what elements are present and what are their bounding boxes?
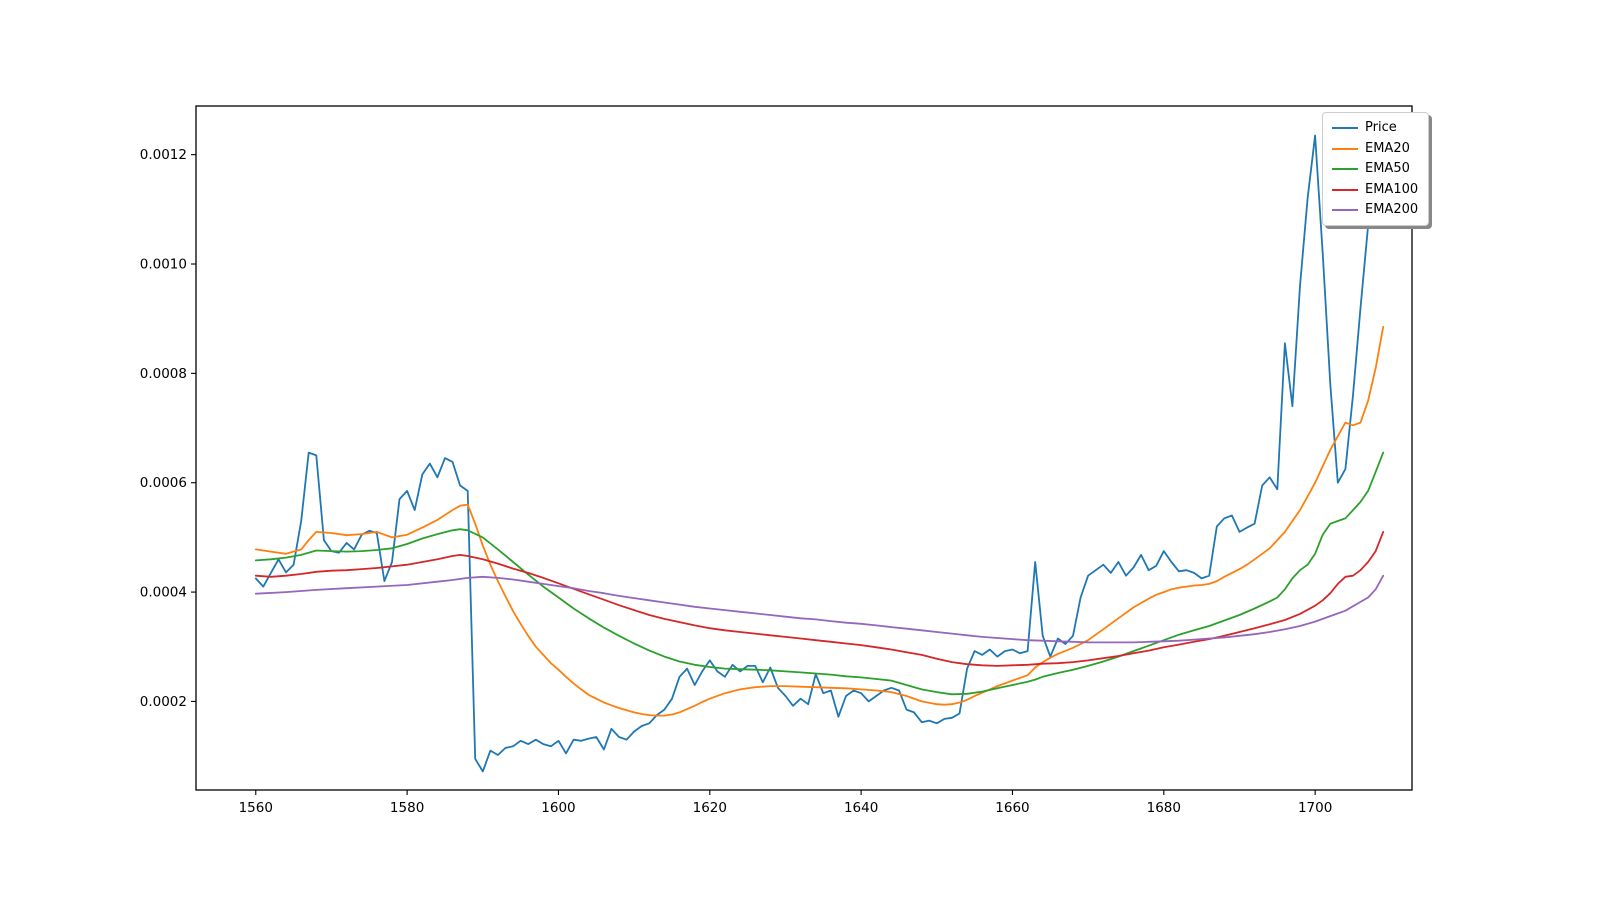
legend-item-ema20: EMA20 xyxy=(1332,141,1418,157)
legend-item-ema100: EMA100 xyxy=(1332,182,1418,198)
x-tick-label: 1620 xyxy=(693,800,727,816)
y-tick-label: 0.0008 xyxy=(140,366,187,382)
legend-label: EMA100 xyxy=(1365,181,1419,197)
plot-spines xyxy=(195,105,1413,791)
legend-label: EMA20 xyxy=(1365,140,1410,156)
legend-line-sample-ema50 xyxy=(1332,168,1358,170)
tick-labels: 1560 1580 1600 1620 1640 1660 1680 1700 0.0002 0.… xyxy=(140,147,1333,816)
legend-label: Price xyxy=(1365,120,1397,135)
x-tick-label: 1580 xyxy=(390,800,424,816)
series-line-ema50 xyxy=(254,451,1385,696)
legend-line-sample-ema100 xyxy=(1332,188,1358,191)
y-tick-label: 0.0002 xyxy=(140,694,187,710)
legend-line-sample-ema200 xyxy=(1332,209,1358,211)
legend-label: EMA50 xyxy=(1365,161,1410,176)
series-line-ema100 xyxy=(254,531,1385,667)
y-tick-label: 0.0012 xyxy=(140,147,187,163)
legend-item-ema200: EMA200 xyxy=(1332,202,1418,218)
series-line-ema20 xyxy=(254,325,1385,717)
series-line-ema200 xyxy=(254,574,1385,644)
y-tick-label: 0.0010 xyxy=(140,257,187,273)
legend-item-price: Price xyxy=(1332,120,1418,136)
legend-label: EMA200 xyxy=(1365,202,1419,217)
legend-line-sample-ema20 xyxy=(1332,147,1358,150)
x-tick-label: 1660 xyxy=(995,800,1029,816)
tick-marks xyxy=(191,154,1316,795)
x-tick-label: 1700 xyxy=(1298,800,1332,816)
series-lines xyxy=(254,134,1385,773)
x-tick-label: 1560 xyxy=(239,800,273,816)
x-tick-label: 1600 xyxy=(541,800,575,816)
x-tick-label: 1680 xyxy=(1147,800,1181,816)
x-tick-label: 1640 xyxy=(844,800,878,816)
y-tick-label: 0.0006 xyxy=(140,475,187,491)
legend-item-ema50: EMA50 xyxy=(1332,161,1418,177)
series-line-price xyxy=(254,134,1385,773)
axes-box xyxy=(195,105,1413,791)
y-tick-label: 0.0004 xyxy=(140,585,187,601)
legend: Price EMA20 EMA50 EMA100 EMA200 xyxy=(1322,112,1430,226)
legend-line-sample-price xyxy=(1332,127,1358,129)
